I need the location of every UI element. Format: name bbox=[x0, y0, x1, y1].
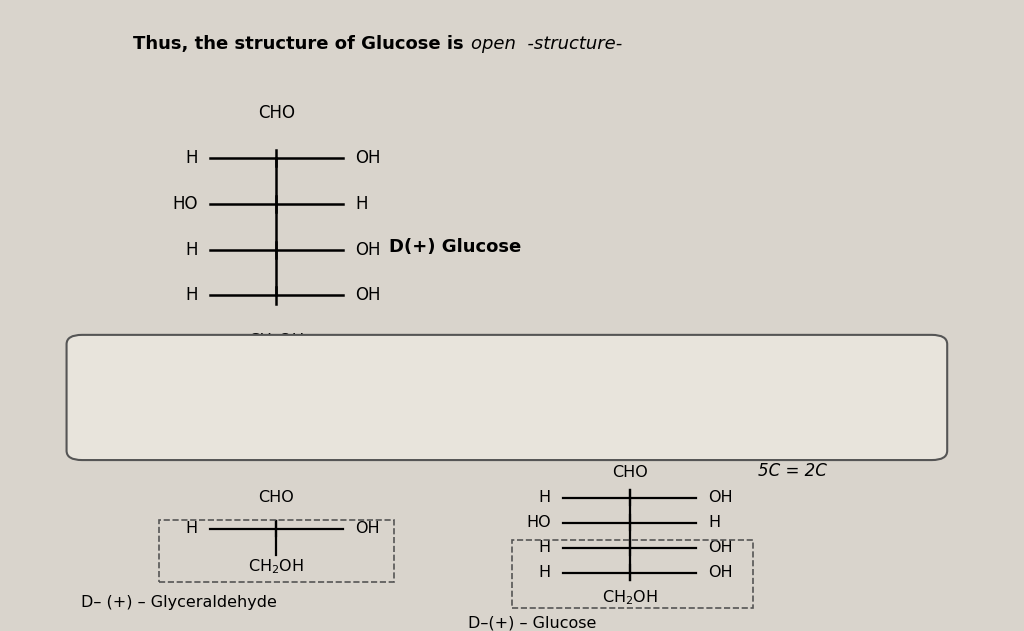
Text: H: H bbox=[185, 150, 198, 167]
Text: OH: OH bbox=[709, 565, 733, 581]
Text: OH: OH bbox=[709, 540, 733, 555]
Text: CH$_2$OH: CH$_2$OH bbox=[602, 589, 657, 607]
Text: H: H bbox=[539, 540, 551, 555]
Text: CH$_2$OH: CH$_2$OH bbox=[249, 557, 304, 576]
Text: '(+)' represents dextrorotatory nature of the molecule. And 'D' represents the
c: '(+)' represents dextrorotatory nature o… bbox=[100, 355, 745, 423]
Text: OH: OH bbox=[355, 286, 381, 304]
Text: CHO: CHO bbox=[258, 103, 295, 122]
Text: Thus, the structure of Glucose is: Thus, the structure of Glucose is bbox=[133, 35, 464, 53]
Text: OH: OH bbox=[355, 241, 381, 259]
Text: open  -structure-: open -structure- bbox=[471, 35, 623, 53]
Text: H: H bbox=[185, 241, 198, 259]
Text: D– (+) – Glyceraldehyde: D– (+) – Glyceraldehyde bbox=[81, 594, 278, 610]
Text: CHO: CHO bbox=[612, 465, 647, 480]
Text: H: H bbox=[355, 195, 368, 213]
Text: D(+) Glucose: D(+) Glucose bbox=[389, 239, 521, 256]
Text: OH: OH bbox=[355, 521, 380, 536]
Text: H: H bbox=[709, 515, 721, 530]
Text: OH: OH bbox=[709, 490, 733, 505]
Text: H: H bbox=[539, 565, 551, 581]
Text: H: H bbox=[185, 286, 198, 304]
Text: HO: HO bbox=[526, 515, 551, 530]
Text: H: H bbox=[539, 490, 551, 505]
Text: CH₂OH: CH₂OH bbox=[249, 332, 304, 350]
Text: 5C = 2C: 5C = 2C bbox=[758, 462, 826, 480]
Text: HO: HO bbox=[172, 195, 198, 213]
Text: H: H bbox=[185, 521, 198, 536]
Text: CHO: CHO bbox=[259, 490, 294, 505]
Text: OH: OH bbox=[355, 150, 381, 167]
FancyBboxPatch shape bbox=[67, 335, 947, 460]
Text: D–(+) – Glucose: D–(+) – Glucose bbox=[468, 615, 597, 630]
